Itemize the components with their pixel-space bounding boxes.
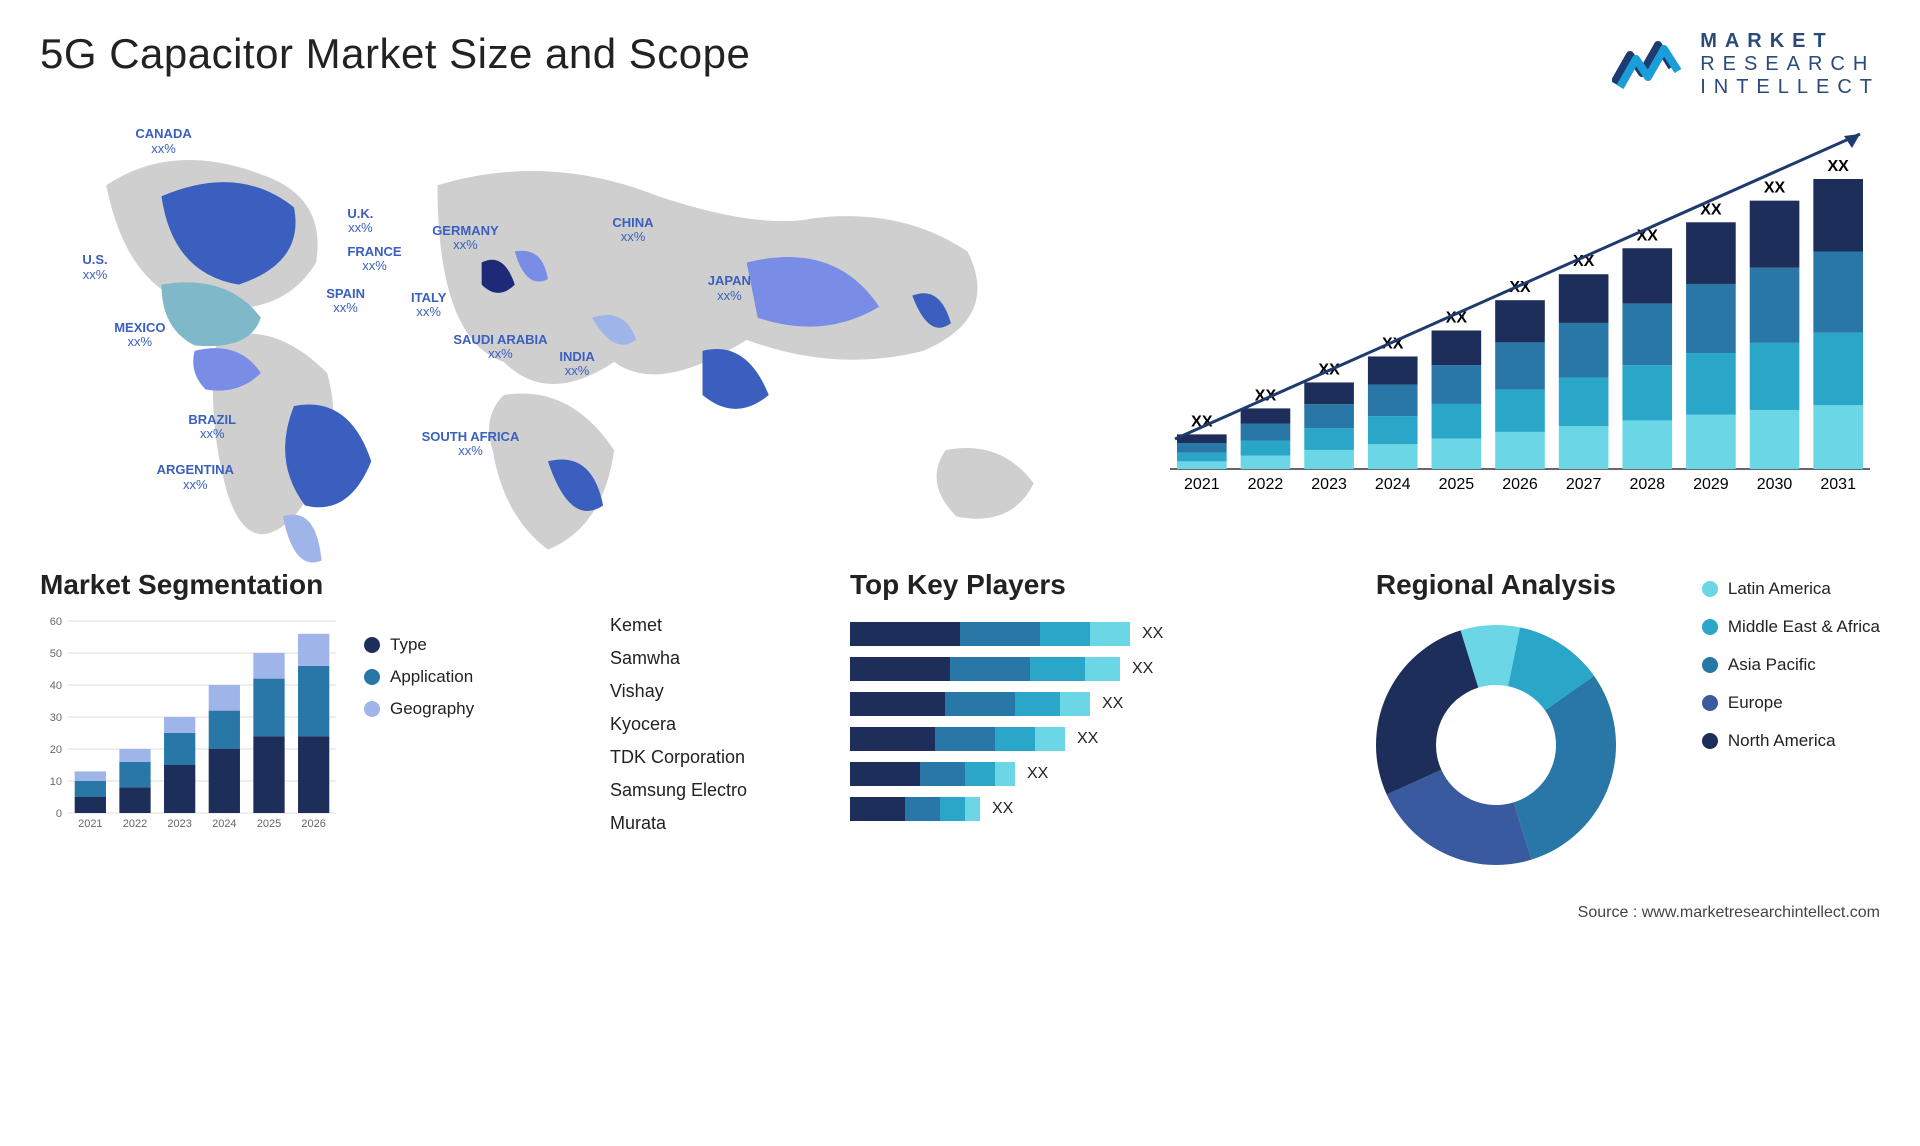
map-label: FRANCExx%: [347, 245, 401, 274]
svg-text:2029: 2029: [1693, 476, 1729, 493]
map-label: U.K.xx%: [347, 207, 373, 236]
map-label: BRAZILxx%: [188, 413, 236, 442]
svg-text:2025: 2025: [257, 818, 281, 830]
svg-text:20: 20: [50, 744, 62, 756]
map-label: SAUDI ARABIAxx%: [453, 333, 547, 362]
player-name: Kemet: [610, 615, 800, 636]
regional-legend: Latin America Middle East & Africa Asia Pa…: [1702, 569, 1880, 880]
map-label: U.S.xx%: [82, 253, 107, 282]
svg-text:2021: 2021: [1184, 476, 1220, 493]
regional-section: Regional Analysis Latin America Middle Ea…: [1330, 569, 1880, 880]
segmentation-svg: 0 10 20 30 40 50 60 2021 2022 2023 2024 2025 2026: [40, 615, 340, 835]
world-map: CANADAxx% U.S.xx% MEXICOxx% BRAZILxx% ARGENT…: [40, 119, 1100, 539]
map-label: JAPANxx%: [708, 274, 751, 303]
segmentation-legend: Type Application Geography: [364, 615, 474, 840]
svg-text:2030: 2030: [1757, 476, 1793, 493]
svg-text:50: 50: [50, 648, 62, 660]
logo-text-3: INTELLECT: [1700, 76, 1880, 99]
legend-item: Latin America: [1702, 579, 1880, 599]
map-label: CHINAxx%: [612, 216, 653, 245]
map-label: ARGENTINAxx%: [157, 463, 234, 492]
svg-text:60: 60: [50, 616, 62, 628]
player-name: Murata: [610, 813, 800, 834]
key-player-bar: XX: [850, 726, 1280, 752]
map-label: ITALYxx%: [411, 291, 446, 320]
svg-text:2026: 2026: [301, 818, 325, 830]
map-label: SOUTH AFRICAxx%: [422, 430, 520, 459]
legend-item: North America: [1702, 731, 1880, 751]
growth-chart-svg: XX2021XX2022XX2023XX2024XX2025XX2026XX20…: [1160, 119, 1880, 499]
key-player-bar: XX: [850, 656, 1280, 682]
legend-item: Europe: [1702, 693, 1880, 713]
svg-text:10: 10: [50, 776, 62, 788]
logo-text-1: MARKET: [1700, 30, 1880, 53]
player-name: Kyocera: [610, 714, 800, 735]
map-label: CANADAxx%: [135, 127, 191, 156]
segmentation-section: Market Segmentation 01020304050602021202…: [40, 569, 560, 880]
key-player-bar: XX: [850, 691, 1280, 717]
svg-text:XX: XX: [1828, 158, 1850, 175]
map-label: SPAINxx%: [326, 287, 365, 316]
legend-item: Asia Pacific: [1702, 655, 1880, 675]
brand-logo: MARKET RESEARCH INTELLECT: [1612, 30, 1880, 99]
regional-donut: [1366, 615, 1626, 875]
svg-text:XX: XX: [1764, 180, 1786, 197]
svg-text:0: 0: [56, 808, 62, 820]
svg-text:2024: 2024: [1375, 476, 1411, 493]
segmentation-chart: 0 10 20 30 40 50 60 2021 2022 2023 2024 2025 2026: [40, 615, 340, 840]
regional-title: Regional Analysis: [1330, 569, 1662, 601]
svg-text:2027: 2027: [1566, 476, 1602, 493]
map-label: GERMANYxx%: [432, 224, 498, 253]
key-player-bar: XX: [850, 621, 1280, 647]
legend-item: Middle East & Africa: [1702, 617, 1880, 637]
player-name: TDK Corporation: [610, 747, 800, 768]
map-label: MEXICOxx%: [114, 321, 165, 350]
legend-item: Type: [364, 635, 474, 655]
logo-icon: [1612, 37, 1688, 93]
svg-text:2022: 2022: [1248, 476, 1284, 493]
svg-text:30: 30: [50, 712, 62, 724]
map-label: INDIAxx%: [559, 350, 594, 379]
player-name: Samwha: [610, 648, 800, 669]
growth-bar-chart: XX2021XX2022XX2023XX2024XX2025XX2026XX20…: [1160, 119, 1880, 539]
svg-text:2025: 2025: [1439, 476, 1475, 493]
svg-text:2021: 2021: [78, 818, 102, 830]
svg-text:2031: 2031: [1820, 476, 1856, 493]
svg-text:40: 40: [50, 680, 62, 692]
player-name: Samsung Electro: [610, 780, 800, 801]
key-player-bar: XX: [850, 796, 1280, 822]
svg-text:2024: 2024: [212, 818, 236, 830]
player-name: Vishay: [610, 681, 800, 702]
players-list: Kemet Samwha Vishay Kyocera TDK Corporation S…: [610, 569, 800, 880]
key-player-bar: XX: [850, 761, 1280, 787]
svg-text:2026: 2026: [1502, 476, 1538, 493]
svg-text:2023: 2023: [1311, 476, 1347, 493]
legend-item: Application: [364, 667, 474, 687]
svg-text:2022: 2022: [123, 818, 147, 830]
key-players-section: Top Key Players XXXXXXXXXXXX: [850, 569, 1280, 880]
svg-text:2028: 2028: [1629, 476, 1665, 493]
page-title: 5G Capacitor Market Size and Scope: [40, 30, 750, 78]
logo-text-2: RESEARCH: [1700, 53, 1880, 76]
source-attribution: Source : www.marketresearchintellect.com: [40, 904, 1880, 922]
legend-item: Geography: [364, 699, 474, 719]
svg-text:2023: 2023: [167, 818, 191, 830]
